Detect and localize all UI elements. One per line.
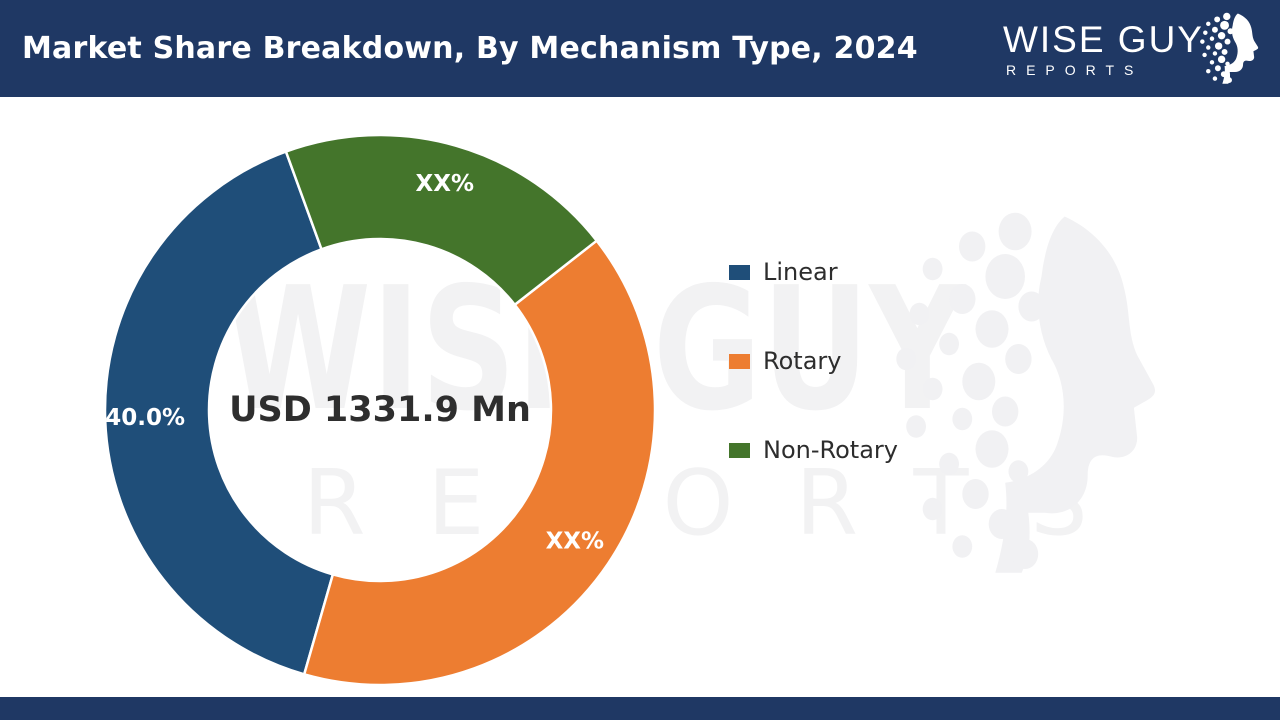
chart-area: WISE GUY REPORTS 40.0% XX% XX% USD 1331.9 M… bbox=[0, 97, 1280, 697]
slice-value-label-linear: 40.0% bbox=[105, 405, 185, 431]
donut-slice-rotary bbox=[302, 239, 657, 687]
legend-swatch-non-rotary bbox=[729, 442, 750, 458]
logo-subtitle: REPORTS bbox=[1005, 61, 1144, 78]
chart-legend: Linear Rotary Non-Rotary bbox=[729, 260, 898, 462]
slice-value-label-rotary: XX% bbox=[546, 528, 605, 554]
header-bar: Market Share Breakdown, By Mechanism Typ… bbox=[0, 0, 1280, 97]
donut-slice-linear bbox=[103, 150, 335, 676]
donut-slice-non-rotary bbox=[284, 133, 598, 306]
logo-wordmark: WISE GUY bbox=[1002, 18, 1204, 60]
legend-label-linear: Linear bbox=[763, 258, 838, 286]
wiseguy-logo-text: WISE GUY REPORTS bbox=[1003, 21, 1204, 77]
legend-label-rotary: Rotary bbox=[763, 347, 842, 375]
footer-bar bbox=[0, 697, 1280, 720]
wiseguy-logo: WISE GUY REPORTS bbox=[1003, 9, 1266, 89]
legend-item-rotary: Rotary bbox=[729, 349, 898, 373]
legend-item-non-rotary: Non-Rotary bbox=[729, 438, 898, 462]
slice-value-label-non-rotary: XX% bbox=[416, 171, 475, 197]
donut-chart: 40.0% XX% XX% USD 1331.9 Mn bbox=[103, 133, 657, 687]
legend-label-non-rotary: Non-Rotary bbox=[763, 436, 898, 464]
legend-swatch-linear bbox=[729, 264, 750, 280]
legend-swatch-rotary bbox=[729, 353, 750, 369]
donut-center-value: USD 1331.9 Mn bbox=[229, 390, 531, 430]
watermark-face-icon bbox=[896, 212, 1155, 573]
logo-face-icon bbox=[1200, 12, 1259, 84]
legend-item-linear: Linear bbox=[729, 260, 898, 284]
chart-title: Market Share Breakdown, By Mechanism Typ… bbox=[22, 31, 918, 66]
